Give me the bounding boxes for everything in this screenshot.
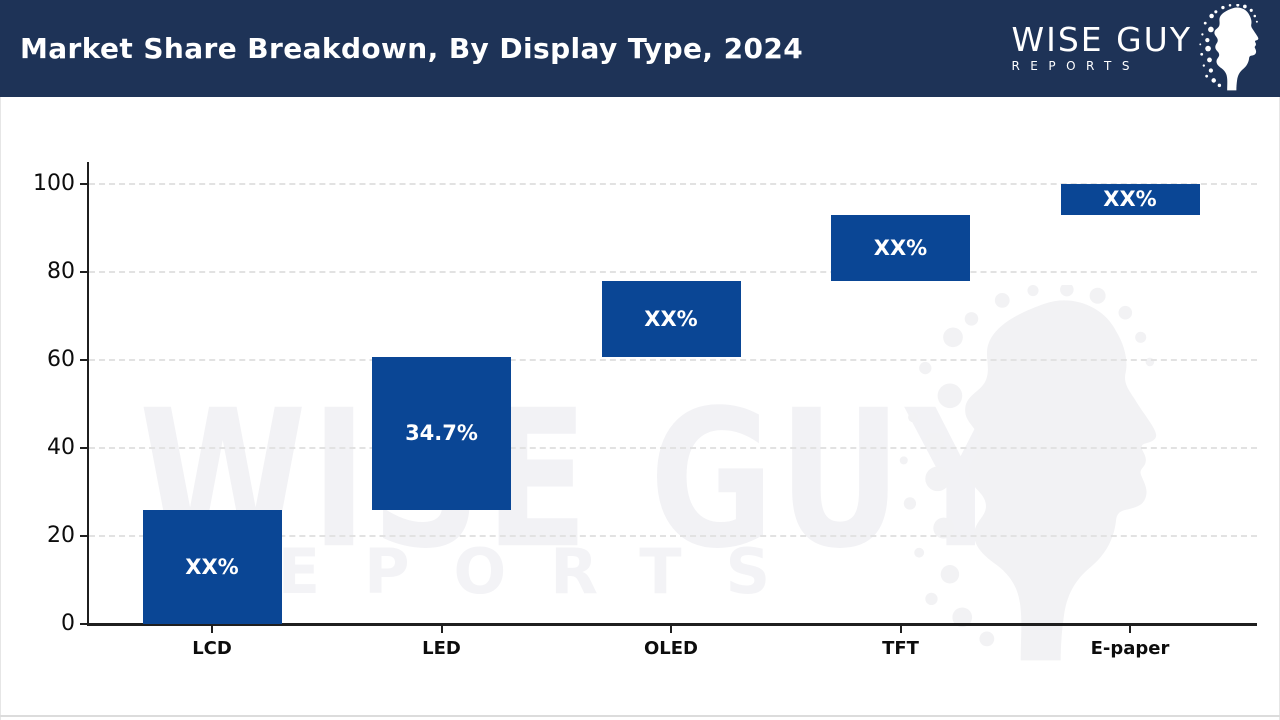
y-tick-mark [80, 183, 88, 185]
x-tick-label-oled: OLED [643, 638, 698, 659]
gridline-40 [89, 447, 1257, 449]
x-tick-label-lcd: LCD [192, 638, 232, 659]
y-tick-mark [80, 271, 88, 273]
logo-subtitle: REPORTS [1011, 59, 1140, 73]
x-tick-mark [440, 626, 443, 633]
bar-label-e-paper: XX% [1103, 187, 1157, 212]
bar-label-lcd: XX% [185, 554, 239, 579]
x-tick-mark [670, 626, 672, 633]
bar-lcd: XX% [142, 509, 282, 624]
y-tick-label: 100 [33, 171, 75, 196]
watermark-wordmark: WISE GUY [139, 369, 1020, 591]
x-tick-mark [1129, 626, 1131, 633]
wiseguy-logo: WISE GUY REPORTS [1011, 2, 1266, 96]
page-title: Market Share Breakdown, By Display Type,… [20, 32, 804, 65]
footer-divider [0, 715, 1280, 717]
y-tick-label: 20 [47, 523, 75, 548]
y-tick-mark [80, 359, 88, 361]
chart-area: WISE GUY REPORTS 0 20 40 60 80 100 XX% LCD 34.7%… [0, 97, 1280, 720]
bar-label-led: 34.7% [405, 421, 478, 446]
y-tick-mark [80, 535, 88, 537]
y-axis [87, 162, 89, 626]
gridline-60 [89, 359, 1257, 361]
x-tick-mark [899, 626, 902, 633]
y-tick-label: 40 [47, 435, 75, 460]
logo-wordmark: WISE GUY [1011, 20, 1192, 59]
gridline-80 [89, 271, 1257, 273]
x-tick-label-led: LED [422, 638, 461, 659]
gridline-100 [89, 183, 1257, 185]
bar-tft: XX% [831, 214, 970, 281]
x-axis [87, 623, 1257, 626]
header-bar: Market Share Breakdown, By Display Type,… [0, 0, 1280, 97]
gridline-20 [89, 535, 1257, 537]
x-tick-mark [211, 626, 213, 633]
y-tick-mark [80, 447, 88, 449]
x-tick-label-tft: TFT [882, 638, 919, 659]
x-tick-label-e-paper: E-paper [1090, 638, 1170, 659]
bar-label-oled: XX% [644, 306, 698, 331]
y-tick-mark [80, 623, 88, 625]
bar-e-paper: XX% [1060, 184, 1200, 215]
bar-led: 34.7% [372, 356, 511, 510]
logo-text: WISE GUY REPORTS [1011, 23, 1192, 74]
y-tick-label: 80 [47, 259, 75, 284]
y-tick-label: 0 [61, 611, 75, 636]
y-tick-label: 60 [47, 347, 75, 372]
bar-oled: XX% [601, 280, 741, 357]
bar-label-tft: XX% [873, 235, 928, 260]
watermark-subtitle: REPORTS [186, 535, 815, 608]
